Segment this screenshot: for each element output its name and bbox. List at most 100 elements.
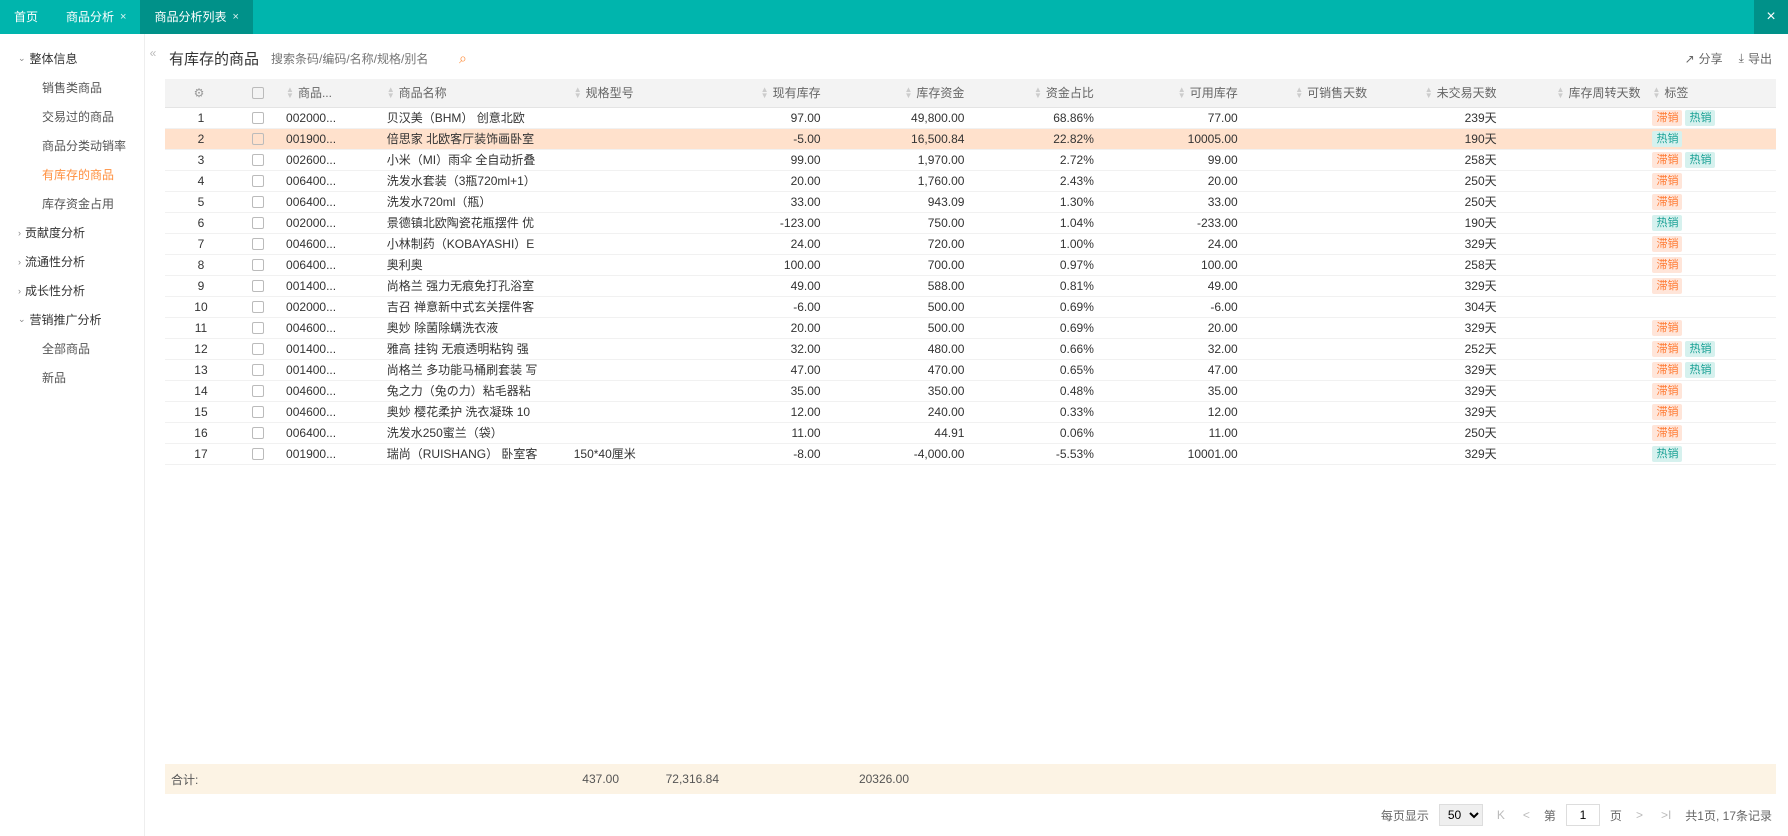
table-row[interactable]: 17001900...瑞尚（RUISHANG） 卧室客150*40厘米-8.00… (165, 443, 1776, 464)
column-header[interactable]: ▲▼未交易天数 (1373, 79, 1502, 107)
cell-name: 贝汉美（BHM） 创意北欧 (381, 107, 568, 128)
select-all-checkbox[interactable] (252, 87, 264, 99)
row-checkbox[interactable] (252, 406, 264, 418)
cell-avail: 99.00 (1100, 149, 1244, 170)
sidebar-group[interactable]: ›流通性分析 (0, 247, 144, 276)
table-row[interactable]: 5006400...洗发水720ml（瓶）33.00943.091.30%33.… (165, 191, 1776, 212)
cell-notrade: 258天 (1373, 254, 1502, 275)
cell-stock: 47.00 (683, 359, 827, 380)
tab-close-icon[interactable]: × (232, 0, 238, 34)
cell-salable (1244, 107, 1373, 128)
table-row[interactable]: 7004600...小林制药（KOBAYASHI）E24.00720.001.0… (165, 233, 1776, 254)
sidebar-group[interactable]: ›贡献度分析 (0, 218, 144, 247)
cell-pct: 2.43% (970, 170, 1099, 191)
column-header[interactable]: ▲▼现有库存 (683, 79, 827, 107)
row-checkbox[interactable] (252, 364, 264, 376)
sort-icon[interactable]: ▲▼ (286, 87, 294, 99)
row-checkbox[interactable] (252, 301, 264, 313)
row-checkbox[interactable] (252, 322, 264, 334)
row-checkbox[interactable] (252, 385, 264, 397)
search-icon[interactable]: ⌕ (459, 50, 467, 67)
page-number-input[interactable] (1566, 804, 1600, 826)
search-input[interactable] (271, 52, 451, 66)
sort-icon[interactable]: ▲▼ (1295, 87, 1303, 99)
column-header[interactable]: ▲▼库存周转天数 (1503, 79, 1647, 107)
sort-icon[interactable]: ▲▼ (1652, 87, 1660, 99)
sort-icon[interactable]: ▲▼ (761, 87, 769, 99)
row-checkbox[interactable] (252, 448, 264, 460)
sidebar-item[interactable]: 商品分类动销率 (0, 131, 144, 160)
column-header[interactable]: ▲▼商品名称 (381, 79, 568, 107)
table-row[interactable]: 13001400...尚格兰 多功能马桶刷套装 写47.00470.000.65… (165, 359, 1776, 380)
row-checkbox[interactable] (252, 238, 264, 250)
pager-next-button[interactable]: > (1632, 808, 1647, 822)
column-header[interactable]: ▲▼规格型号 (568, 79, 683, 107)
table-row[interactable]: 2001900...倍思家 北欧客厅装饰画卧室-5.0016,500.8422.… (165, 128, 1776, 149)
column-header[interactable]: ▲▼资金占比 (970, 79, 1099, 107)
cell-code: 006400... (280, 422, 381, 443)
sidebar-item[interactable]: 销售类商品 (0, 73, 144, 102)
table-row[interactable]: 16006400...洗发水250蜜兰（袋）11.0044.910.06%11.… (165, 422, 1776, 443)
sort-icon[interactable]: ▲▼ (905, 87, 913, 99)
pager-first-button[interactable]: K (1493, 808, 1509, 822)
column-header[interactable]: ▲▼标签 (1646, 79, 1776, 107)
sort-icon[interactable]: ▲▼ (1034, 87, 1042, 99)
table-row[interactable]: 15004600...奥妙 樱花柔护 洗衣凝珠 1012.00240.000.3… (165, 401, 1776, 422)
sidebar-item[interactable]: 有库存的商品 (0, 160, 144, 189)
table-row[interactable]: 14004600...兔之力（兔の力）粘毛器粘35.00350.000.48%3… (165, 380, 1776, 401)
sidebar-item[interactable]: 新品 (0, 363, 144, 392)
table-row[interactable]: 10002000...吉召 禅意新中式玄关摆件客-6.00500.000.69%… (165, 296, 1776, 317)
cell-turn (1503, 422, 1647, 443)
table-row[interactable]: 6002000...景德镇北欧陶瓷花瓶摆件 优-123.00750.001.04… (165, 212, 1776, 233)
tab[interactable]: 商品分析列表× (140, 0, 252, 34)
table-row[interactable]: 8006400...奥利奥100.00700.000.97%100.00258天… (165, 254, 1776, 275)
row-checkbox[interactable] (252, 133, 264, 145)
sidebar-group[interactable]: ⌄营销推广分析 (0, 305, 144, 334)
row-checkbox[interactable] (252, 175, 264, 187)
column-header[interactable]: ▲▼库存资金 (827, 79, 971, 107)
row-checkbox[interactable] (252, 196, 264, 208)
row-checkbox[interactable] (252, 259, 264, 271)
table-scroll[interactable]: ⚙▲▼商品...▲▼商品名称▲▼规格型号▲▼现有库存▲▼库存资金▲▼资金占比▲▼… (165, 79, 1776, 764)
table-row[interactable]: 11004600...奥妙 除菌除螨洗衣液20.00500.000.69%20.… (165, 317, 1776, 338)
row-checkbox[interactable] (252, 343, 264, 355)
sidebar-item[interactable]: 交易过的商品 (0, 102, 144, 131)
row-checkbox[interactable] (252, 217, 264, 229)
table-row[interactable]: 12001400...雅高 挂钩 无痕透明粘钩 强32.00480.000.66… (165, 338, 1776, 359)
sort-icon[interactable]: ▲▼ (1178, 87, 1186, 99)
row-checkbox[interactable] (252, 154, 264, 166)
sort-icon[interactable]: ▲▼ (1425, 87, 1433, 99)
sidebar-group[interactable]: ⌄整体信息 (0, 44, 144, 73)
column-header[interactable]: ▲▼可用库存 (1100, 79, 1244, 107)
row-checkbox[interactable] (252, 280, 264, 292)
collapse-sidebar-button[interactable]: « (145, 34, 161, 836)
table-row[interactable]: 4006400...洗发水套装（3瓶720ml+1）20.001,760.002… (165, 170, 1776, 191)
sort-icon[interactable]: ▲▼ (574, 87, 582, 99)
cell-salable (1244, 128, 1373, 149)
column-label: 库存周转天数 (1568, 84, 1640, 101)
table-row[interactable]: 3002600...小米（MI）雨伞 全自动折叠99.001,970.002.7… (165, 149, 1776, 170)
close-all-tabs-button[interactable]: × (1754, 0, 1788, 34)
table-row[interactable]: 9001400...尚格兰 强力无痕免打孔浴室49.00588.000.81%4… (165, 275, 1776, 296)
column-header[interactable]: ▲▼商品... (280, 79, 381, 107)
share-button[interactable]: ↗ 分享 (1685, 50, 1723, 67)
column-header[interactable]: ▲▼可销售天数 (1244, 79, 1373, 107)
export-button[interactable]: ⤓ 导出 (1739, 50, 1772, 67)
cell-name: 奥利奥 (381, 254, 568, 275)
tab-close-icon[interactable]: × (120, 0, 126, 34)
pager-last-button[interactable]: >I (1657, 808, 1675, 822)
table-row[interactable]: 1002000...贝汉美（BHM） 创意北欧97.0049,800.0068.… (165, 107, 1776, 128)
pager-prev-button[interactable]: < (1519, 808, 1534, 822)
tab[interactable]: 商品分析× (52, 0, 140, 34)
row-checkbox[interactable] (252, 112, 264, 124)
page-size-select[interactable]: 50 (1439, 804, 1483, 826)
sidebar-group[interactable]: ›成长性分析 (0, 276, 144, 305)
sort-icon[interactable]: ▲▼ (1557, 87, 1565, 99)
cell-tags: 滞销 (1646, 317, 1776, 338)
sidebar-item[interactable]: 全部商品 (0, 334, 144, 363)
row-checkbox[interactable] (252, 427, 264, 439)
sidebar-item[interactable]: 库存资金占用 (0, 189, 144, 218)
sort-icon[interactable]: ▲▼ (387, 87, 395, 99)
tab[interactable]: 首页 (0, 0, 52, 34)
gear-icon[interactable]: ⚙ (194, 86, 205, 100)
